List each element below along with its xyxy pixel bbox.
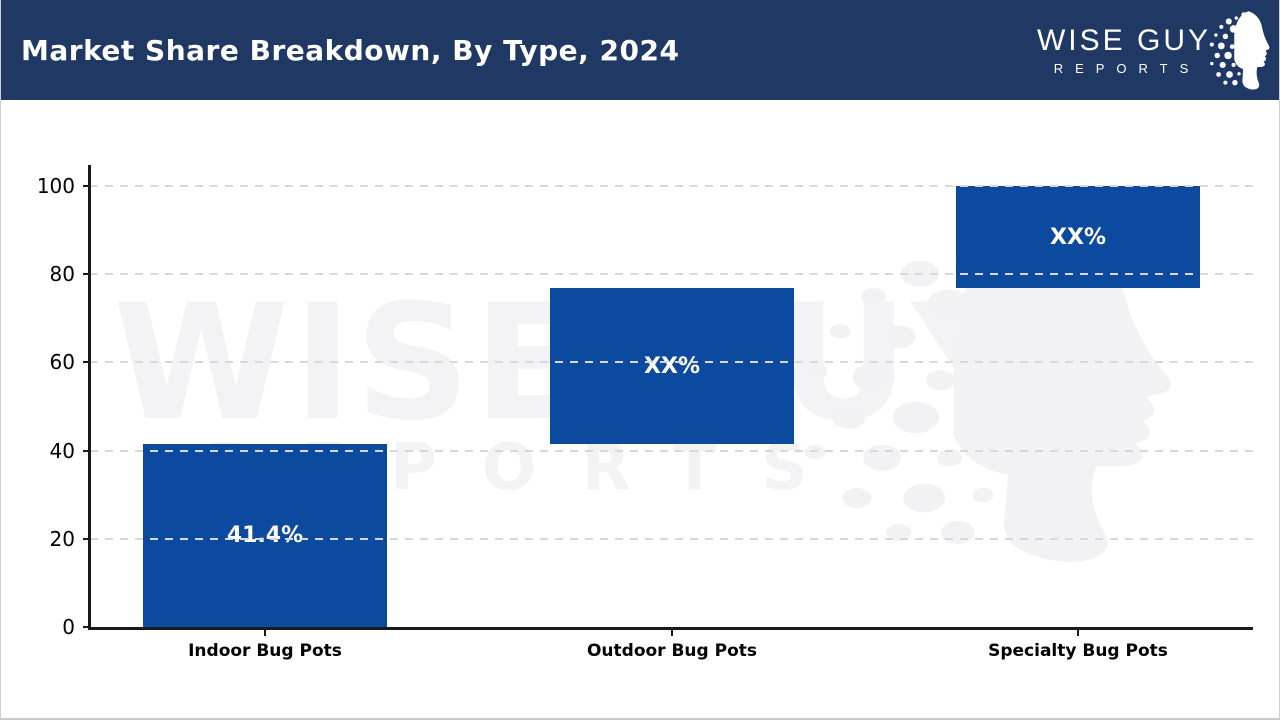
x-tick-2 [1077,629,1079,636]
y-tick-label-80: 80 [49,262,75,287]
gridline-60 [90,361,1253,364]
y-tick-0 [83,626,90,628]
y-tick-label-100: 100 [36,174,75,198]
dotted-head-logo-icon [1209,11,1270,90]
y-tick-label-20: 20 [49,526,75,551]
bar-indoor-bug-pots: 41.4% [143,444,387,627]
y-tick-60 [83,361,90,364]
logo-brand-subtitle: REPORTS [1053,60,1201,76]
x-axis [88,627,1253,630]
bar-value-label: XX% [644,353,700,379]
x-tick-1 [671,629,673,636]
y-tick-80 [83,273,90,276]
bar-value-label: XX% [1050,224,1106,250]
x-category-label: Indoor Bug Pots [188,641,342,661]
x-category-label: Outdoor Bug Pots [586,641,758,661]
logo-text: WISE GUY REPORTS [1036,23,1211,76]
y-tick-40 [83,449,90,452]
y-tick-100 [83,185,90,187]
y-tick-label-0: 0 [62,615,75,639]
logo-brand-name: WISE GUY [1036,23,1211,57]
page-title: Market Share Breakdown, By Type, 2024 [21,33,680,67]
y-axis [88,165,91,629]
y-tick-label-40: 40 [49,438,75,463]
header-bar: Market Share Breakdown, By Type, 2024 WI… [1,0,1279,100]
gridline-20 [90,537,1253,540]
x-category-label: Specialty Bug Pots [988,641,1168,661]
y-tick-label-60: 60 [49,350,75,375]
gridline-40 [90,449,1253,452]
y-tick-20 [83,537,90,540]
gridline-100 [90,185,1253,187]
wise-guy-reports-logo: WISE GUY REPORTS [1037,7,1273,93]
x-tick-0 [264,629,266,636]
bar-outdoor-bug-pots: XX% [550,288,794,445]
bar-value-label: 41.4% [226,523,304,549]
gridline-80 [90,273,1253,276]
